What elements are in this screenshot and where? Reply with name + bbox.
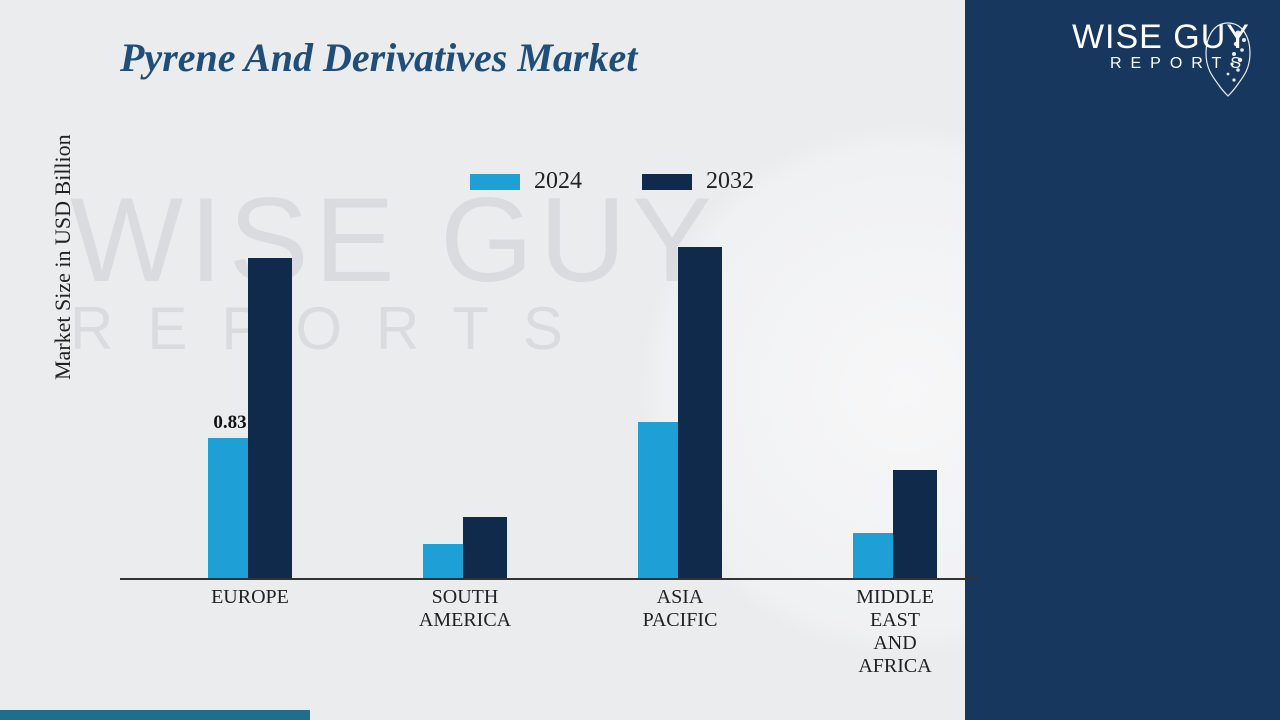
y-axis-label: Market Size in USD Billion bbox=[50, 134, 76, 380]
legend-swatch-2024 bbox=[470, 174, 520, 190]
bar-2032-asia_pacific bbox=[678, 247, 722, 578]
bottom-accent-bar bbox=[0, 710, 310, 720]
bar-2032-mea bbox=[893, 470, 937, 578]
legend: 2024 2032 bbox=[470, 168, 754, 195]
bar-2024-mea bbox=[853, 533, 897, 578]
chart-stage: WISE GUY REPORTS Pyrene And Derivatives … bbox=[0, 0, 1280, 720]
right-panel bbox=[965, 0, 1280, 720]
x-axis-baseline bbox=[120, 578, 980, 580]
legend-item-2024: 2024 bbox=[470, 168, 582, 195]
category-label-europe: EUROPE bbox=[170, 586, 330, 609]
value-label-europe: 0.83 bbox=[213, 412, 246, 434]
bar-2024-asia_pacific bbox=[638, 422, 682, 578]
category-label-south_america: SOUTHAMERICA bbox=[385, 586, 545, 632]
category-label-mea: MIDDLEEASTANDAFRICA bbox=[815, 586, 975, 678]
brand-head-icon bbox=[1198, 18, 1258, 98]
legend-swatch-2032 bbox=[642, 174, 692, 190]
legend-label-2024: 2024 bbox=[534, 168, 582, 195]
legend-item-2032: 2032 bbox=[642, 168, 754, 195]
bar-2024-south_america bbox=[423, 544, 467, 578]
bar-2024-europe: 0.83 bbox=[208, 438, 252, 578]
plot-area: 0.83EUROPESOUTHAMERICAASIAPACIFICMIDDLEE… bbox=[120, 210, 980, 580]
category-label-asia_pacific: ASIAPACIFIC bbox=[600, 586, 760, 632]
legend-label-2032: 2032 bbox=[706, 168, 754, 195]
bar-2032-south_america bbox=[463, 517, 507, 578]
bar-2032-europe bbox=[248, 258, 292, 578]
chart-title: Pyrene And Derivatives Market bbox=[120, 34, 637, 81]
